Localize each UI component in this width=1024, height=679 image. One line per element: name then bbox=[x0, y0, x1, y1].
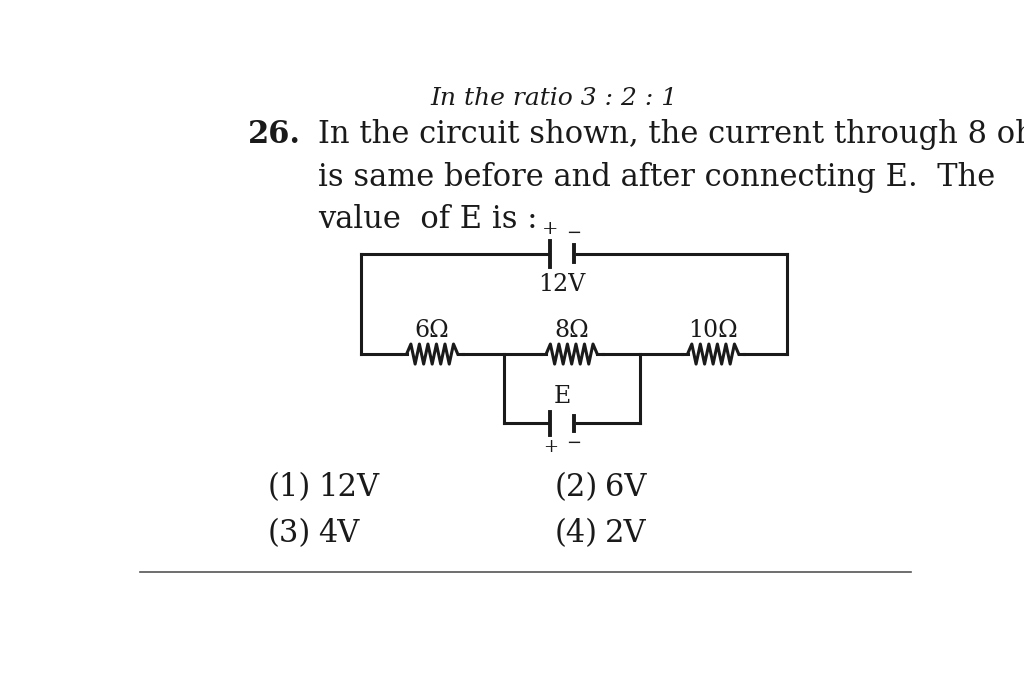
Text: value  of E is :: value of E is : bbox=[317, 204, 538, 235]
Text: −: − bbox=[566, 225, 582, 242]
Text: 10Ω: 10Ω bbox=[688, 318, 738, 342]
Text: E: E bbox=[553, 385, 570, 408]
Text: 12V: 12V bbox=[539, 273, 586, 296]
Text: +: + bbox=[542, 220, 559, 238]
Text: −: − bbox=[566, 434, 582, 452]
Text: In the ratio 3 : 2 : 1: In the ratio 3 : 2 : 1 bbox=[431, 87, 678, 110]
Text: (1): (1) bbox=[267, 472, 310, 502]
Text: In the circuit shown, the current through 8 ohm: In the circuit shown, the current throug… bbox=[317, 120, 1024, 150]
Text: +: + bbox=[543, 438, 558, 456]
Text: 26.: 26. bbox=[248, 120, 301, 150]
Text: 4V: 4V bbox=[317, 518, 359, 549]
Text: (4): (4) bbox=[554, 518, 597, 549]
Text: (3): (3) bbox=[267, 518, 310, 549]
Text: (2): (2) bbox=[554, 472, 597, 502]
Text: 12V: 12V bbox=[317, 472, 379, 502]
Text: 8Ω: 8Ω bbox=[554, 318, 589, 342]
Text: 6Ω: 6Ω bbox=[415, 318, 450, 342]
Text: 2V: 2V bbox=[604, 518, 646, 549]
Text: 6V: 6V bbox=[604, 472, 646, 502]
Text: is same before and after connecting E.  The: is same before and after connecting E. T… bbox=[317, 162, 995, 193]
